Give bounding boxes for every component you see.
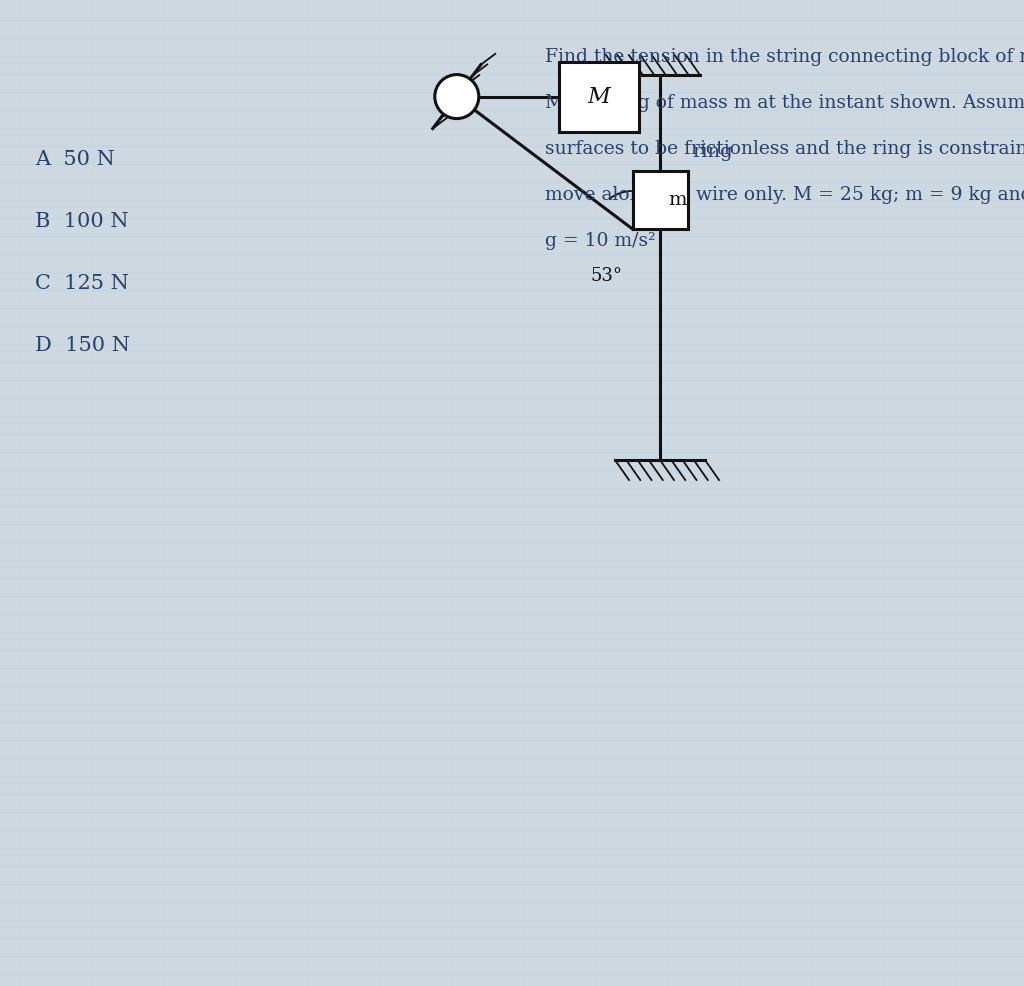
Text: move along the wire only. M = 25 kg; m = 9 kg and: move along the wire only. M = 25 kg; m =… bbox=[545, 186, 1024, 204]
Text: C  125 N: C 125 N bbox=[35, 274, 129, 293]
Text: 53°: 53° bbox=[591, 267, 623, 285]
Text: surfaces to be frictionless and the ring is constrained to: surfaces to be frictionless and the ring… bbox=[545, 140, 1024, 158]
Text: g = 10 m/s²: g = 10 m/s² bbox=[545, 232, 655, 250]
Text: A  50 N: A 50 N bbox=[35, 150, 115, 169]
Text: M and ring of mass m at the instant shown. Assume all: M and ring of mass m at the instant show… bbox=[545, 94, 1024, 112]
Text: B  100 N: B 100 N bbox=[35, 212, 129, 231]
Bar bbox=[559, 61, 639, 131]
Circle shape bbox=[435, 75, 479, 118]
Text: ring: ring bbox=[692, 143, 733, 161]
Bar bbox=[633, 171, 687, 229]
Text: m: m bbox=[668, 191, 686, 209]
Text: D  150 N: D 150 N bbox=[35, 336, 130, 355]
Text: M: M bbox=[588, 86, 610, 107]
Text: Find the tension in the string connecting block of mass: Find the tension in the string connectin… bbox=[545, 48, 1024, 66]
